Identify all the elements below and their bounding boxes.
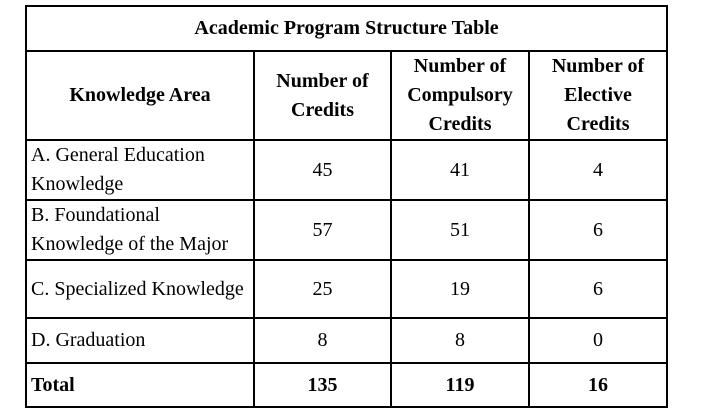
compulsory-value: 41 (390, 139, 530, 201)
academic-program-table: Academic Program Structure Table Knowled… (24, 5, 669, 408)
credits-value: 57 (253, 199, 392, 261)
area-label: B. Foundational Knowledge of the Major (25, 199, 255, 261)
col-header-compulsory-credits: Number of Compulsory Credits (390, 50, 530, 141)
elective-value: 6 (527, 199, 669, 261)
document-page: Academic Program Structure Table Knowled… (0, 5, 703, 408)
compulsory-value: 19 (390, 259, 530, 319)
col-header-elective-credits: Number of Elective Credits (527, 50, 669, 141)
col-header-knowledge-area: Knowledge Area (25, 50, 255, 141)
header-row: Knowledge Area Number of Credits Number … (25, 50, 669, 141)
area-label: D. Graduation (25, 317, 255, 364)
compulsory-value: 8 (390, 317, 530, 364)
elective-value: 6 (527, 259, 669, 319)
total-credits-value: 135 (253, 362, 392, 408)
col-header-number-of-credits: Number of Credits (253, 50, 392, 141)
table-row-general-education: A. General Education Knowledge 45 41 4 (25, 139, 669, 201)
total-row: Total 135 119 16 (25, 362, 669, 408)
credits-value: 45 (253, 139, 392, 201)
elective-value: 4 (527, 139, 669, 201)
table-row-foundational: B. Foundational Knowledge of the Major 5… (25, 199, 669, 261)
total-label: Total (25, 362, 255, 408)
table-title: Academic Program Structure Table (24, 5, 669, 52)
elective-value: 0 (527, 317, 669, 364)
title-row: Academic Program Structure Table (24, 5, 669, 52)
compulsory-value: 51 (390, 199, 530, 261)
credits-value: 8 (253, 317, 392, 364)
total-compulsory-value: 119 (390, 362, 530, 408)
total-elective-value: 16 (527, 362, 669, 408)
credits-value: 25 (253, 259, 392, 319)
area-label: C. Specialized Knowledge (25, 259, 255, 319)
table-row-graduation: D. Graduation 8 8 0 (25, 317, 669, 364)
table-row-specialized: C. Specialized Knowledge 25 19 6 (25, 259, 669, 319)
area-label: A. General Education Knowledge (25, 139, 255, 201)
